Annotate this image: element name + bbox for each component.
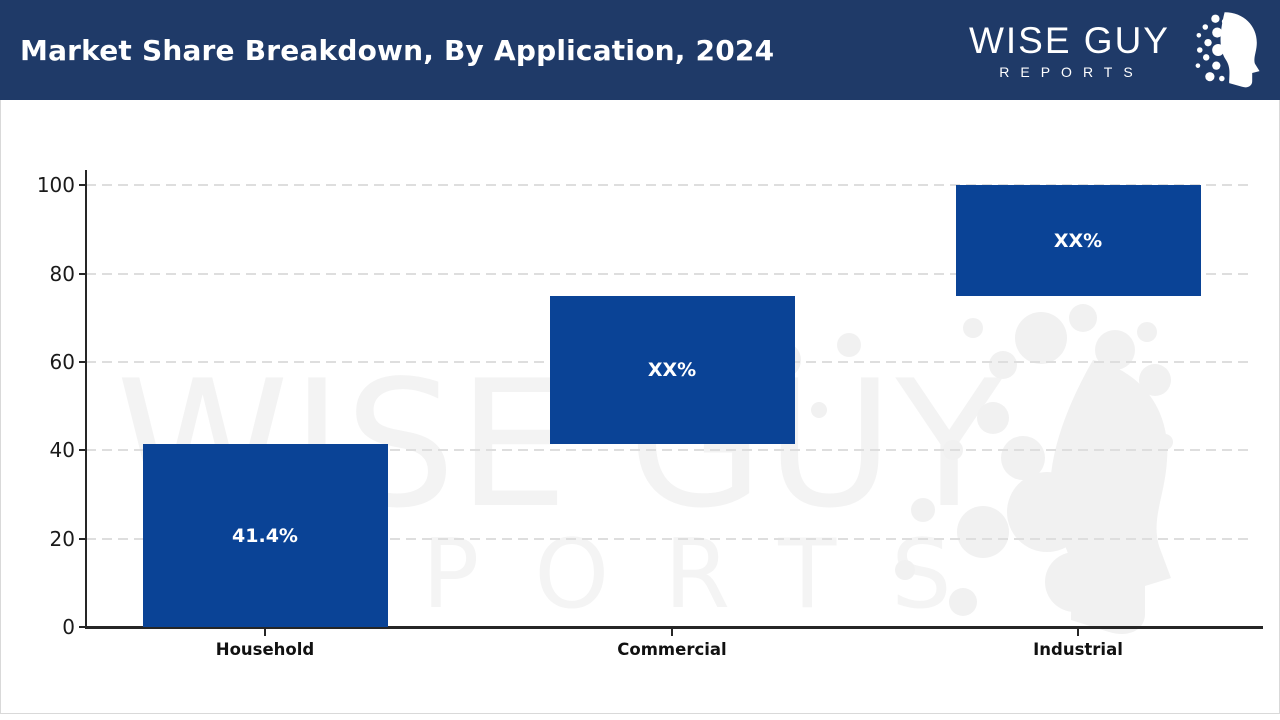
- y-tick-label-20: 20: [49, 526, 75, 551]
- x-category-label-commercial: Commercial: [617, 640, 727, 659]
- bar-industrial: XX%: [955, 185, 1201, 296]
- x-axis-line: [85, 626, 1263, 629]
- y-tick-label-80: 80: [49, 261, 75, 286]
- y-tick-mark-80: [79, 272, 86, 275]
- brand-name: WISE GUY: [968, 19, 1170, 61]
- y-tick-mark-20: [79, 537, 86, 540]
- bar-household: 41.4%: [142, 444, 388, 627]
- x-tick-mark-commercial: [671, 628, 673, 636]
- x-tick-mark-household: [264, 628, 266, 636]
- y-axis-line: [85, 170, 87, 629]
- gridline-80: [86, 272, 1253, 275]
- x-category-label-household: Household: [215, 640, 315, 659]
- chart-card: WISE GUY REPORTS 0 20 40 60 80 100 41.4% Househ…: [0, 100, 1280, 714]
- brand-logo-text: WISE GUY REPORTS: [969, 22, 1170, 79]
- watermark-dotted-face: [765, 304, 1173, 634]
- brand-subname: REPORTS: [999, 63, 1144, 80]
- gridline-100: [86, 184, 1253, 187]
- y-tick-label-60: 60: [49, 350, 75, 375]
- bar-value-label: XX%: [1053, 229, 1103, 252]
- gridline-20: [86, 537, 1253, 540]
- gridline-40: [86, 449, 1253, 452]
- brand-logo: WISE GUY REPORTS: [969, 7, 1266, 93]
- dotted-face-icon: [1195, 12, 1260, 88]
- x-tick-mark-industrial: [1077, 628, 1079, 636]
- bar-commercial: XX%: [549, 295, 795, 445]
- x-category-label-industrial: Industrial: [1033, 640, 1123, 659]
- y-tick-label-40: 40: [49, 438, 75, 463]
- y-tick-mark-60: [79, 361, 86, 364]
- y-tick-label-0: 0: [62, 615, 75, 639]
- y-tick-label-100: 100: [36, 173, 75, 198]
- y-tick-mark-100: [79, 184, 86, 187]
- bar-value-label: XX%: [647, 359, 697, 381]
- y-tick-mark-0: [79, 626, 86, 628]
- y-tick-mark-40: [79, 449, 86, 452]
- header-bar: Market Share Breakdown, By Application, …: [0, 0, 1280, 100]
- bar-value-label: 41.4%: [232, 524, 298, 547]
- chart-title: Market Share Breakdown, By Application, …: [20, 33, 775, 67]
